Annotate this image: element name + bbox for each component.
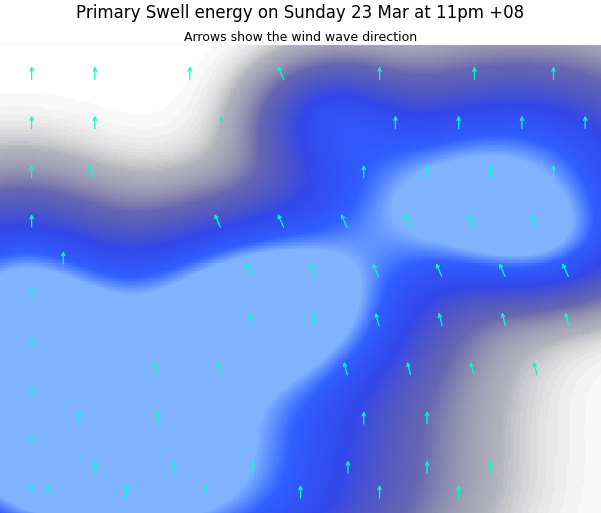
Text: Arrows show the wind wave direction: Arrows show the wind wave direction (184, 30, 417, 44)
Text: Primary Swell energy on Sunday 23 Mar at 11pm +08: Primary Swell energy on Sunday 23 Mar at… (76, 4, 525, 22)
